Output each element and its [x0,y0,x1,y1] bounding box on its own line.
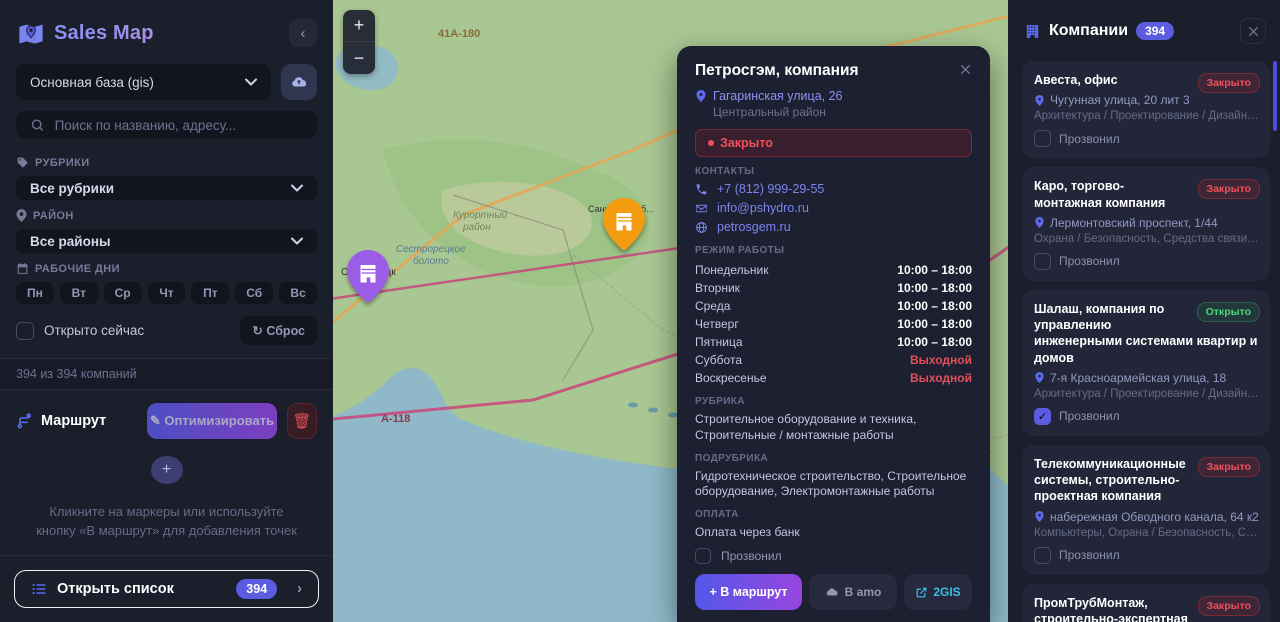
svg-text:болото: болото [413,255,449,267]
svg-text:Сестрорецкое: Сестрорецкое [396,244,466,255]
svg-text:A-118: A-118 [381,413,410,425]
svg-text:район: район [462,222,491,233]
svg-text:Курортный: Курортный [453,210,508,221]
svg-text:41A-180: 41A-180 [438,28,480,40]
